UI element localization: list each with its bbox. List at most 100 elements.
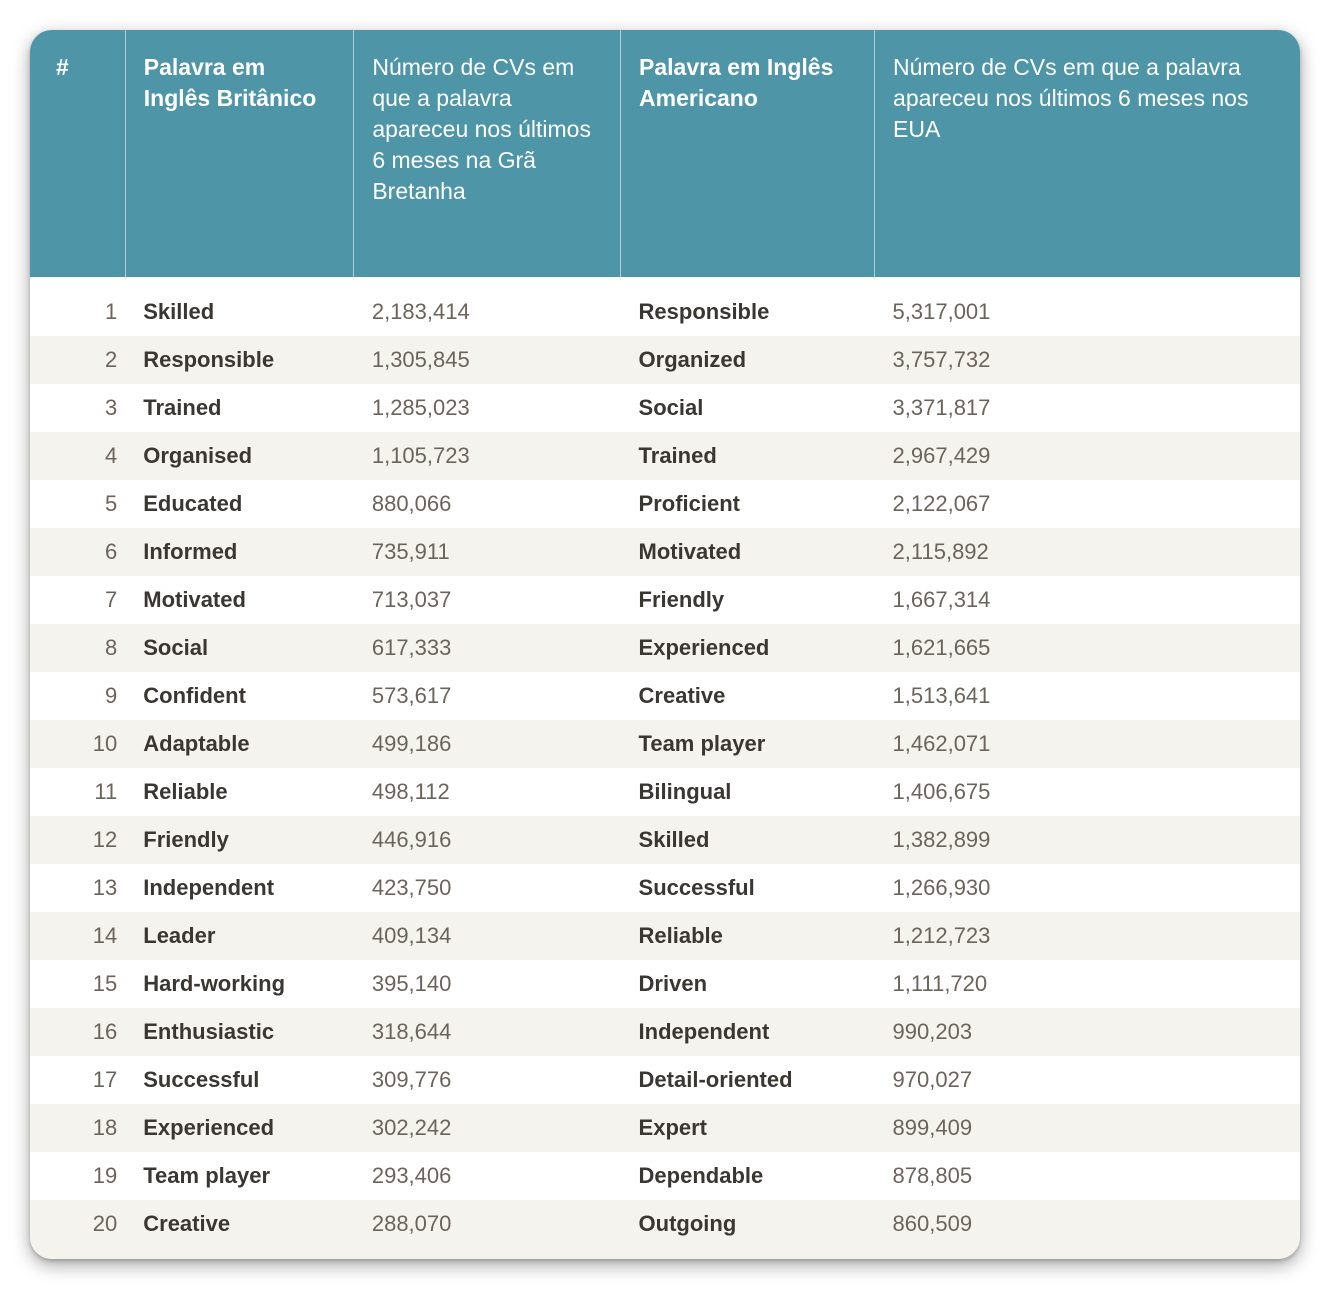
cell-rank: 14 [30, 912, 125, 960]
col-uk-count: Número de CVs em que a palavra apareceu … [354, 30, 621, 277]
cell-uk-word: Friendly [125, 816, 354, 864]
cell-uk-count: 423,750 [354, 864, 621, 912]
cell-us-word: Friendly [621, 576, 875, 624]
cell-us-count: 899,409 [875, 1104, 1300, 1152]
table-row: 14Leader409,134Reliable1,212,723 [30, 912, 1300, 960]
cell-us-count: 860,509 [875, 1200, 1300, 1259]
cv-words-table-card: # Palavra em Inglês Britânico Número de … [30, 30, 1300, 1259]
cell-us-word: Experienced [621, 624, 875, 672]
table-row: 9Confident573,617Creative1,513,641 [30, 672, 1300, 720]
cell-rank: 4 [30, 432, 125, 480]
cell-us-word: Organized [621, 336, 875, 384]
cell-uk-count: 288,070 [354, 1200, 621, 1259]
cell-uk-count: 395,140 [354, 960, 621, 1008]
cell-us-word: Driven [621, 960, 875, 1008]
cell-uk-word: Organised [125, 432, 354, 480]
cell-uk-word: Adaptable [125, 720, 354, 768]
cell-uk-count: 1,105,723 [354, 432, 621, 480]
cell-uk-word: Educated [125, 480, 354, 528]
cell-us-count: 2,967,429 [875, 432, 1300, 480]
cell-rank: 8 [30, 624, 125, 672]
cell-us-word: Motivated [621, 528, 875, 576]
cell-uk-word: Hard-working [125, 960, 354, 1008]
cell-uk-count: 2,183,414 [354, 277, 621, 336]
cell-uk-word: Responsible [125, 336, 354, 384]
cell-uk-count: 713,037 [354, 576, 621, 624]
cell-uk-count: 1,285,023 [354, 384, 621, 432]
cell-rank: 6 [30, 528, 125, 576]
table-row: 20Creative288,070Outgoing860,509 [30, 1200, 1300, 1259]
cell-uk-word: Reliable [125, 768, 354, 816]
cell-uk-count: 293,406 [354, 1152, 621, 1200]
table-row: 17Successful309,776Detail-oriented970,02… [30, 1056, 1300, 1104]
cell-uk-word: Experienced [125, 1104, 354, 1152]
cell-rank: 7 [30, 576, 125, 624]
cell-uk-count: 309,776 [354, 1056, 621, 1104]
cell-uk-word: Informed [125, 528, 354, 576]
cell-us-word: Proficient [621, 480, 875, 528]
cell-us-count: 2,115,892 [875, 528, 1300, 576]
cell-us-word: Reliable [621, 912, 875, 960]
cell-us-word: Independent [621, 1008, 875, 1056]
cell-us-count: 1,513,641 [875, 672, 1300, 720]
table-row: 7Motivated713,037Friendly1,667,314 [30, 576, 1300, 624]
cell-rank: 10 [30, 720, 125, 768]
cell-us-count: 990,203 [875, 1008, 1300, 1056]
cell-rank: 2 [30, 336, 125, 384]
cell-uk-count: 1,305,845 [354, 336, 621, 384]
cell-uk-word: Successful [125, 1056, 354, 1104]
table-row: 8Social617,333Experienced1,621,665 [30, 624, 1300, 672]
cell-rank: 15 [30, 960, 125, 1008]
cell-us-word: Creative [621, 672, 875, 720]
cell-uk-word: Motivated [125, 576, 354, 624]
cell-uk-count: 573,617 [354, 672, 621, 720]
cell-us-word: Expert [621, 1104, 875, 1152]
cell-uk-word: Trained [125, 384, 354, 432]
cell-us-count: 1,621,665 [875, 624, 1300, 672]
table-body: 1Skilled2,183,414Responsible5,317,0012Re… [30, 277, 1300, 1259]
cell-uk-word: Independent [125, 864, 354, 912]
cell-us-word: Dependable [621, 1152, 875, 1200]
cell-rank: 5 [30, 480, 125, 528]
cell-us-count: 5,317,001 [875, 277, 1300, 336]
cv-words-table: # Palavra em Inglês Britânico Número de … [30, 30, 1300, 1259]
cell-us-word: Bilingual [621, 768, 875, 816]
table-row: 11Reliable498,112Bilingual1,406,675 [30, 768, 1300, 816]
cell-us-count: 1,111,720 [875, 960, 1300, 1008]
cell-us-count: 3,757,732 [875, 336, 1300, 384]
table-row: 18Experienced302,242Expert899,409 [30, 1104, 1300, 1152]
col-uk-word: Palavra em Inglês Britânico [125, 30, 354, 277]
cell-us-count: 3,371,817 [875, 384, 1300, 432]
cell-rank: 18 [30, 1104, 125, 1152]
table-row: 12Friendly446,916Skilled1,382,899 [30, 816, 1300, 864]
cell-rank: 20 [30, 1200, 125, 1259]
cell-uk-count: 302,242 [354, 1104, 621, 1152]
cell-us-word: Responsible [621, 277, 875, 336]
col-us-count: Número de CVs em que a palavra apareceu … [875, 30, 1300, 277]
cell-us-word: Trained [621, 432, 875, 480]
cell-us-count: 1,266,930 [875, 864, 1300, 912]
col-rank: # [30, 30, 125, 277]
cell-uk-word: Confident [125, 672, 354, 720]
table-row: 6Informed735,911Motivated2,115,892 [30, 528, 1300, 576]
cell-us-count: 1,667,314 [875, 576, 1300, 624]
cell-rank: 3 [30, 384, 125, 432]
table-row: 3Trained1,285,023Social3,371,817 [30, 384, 1300, 432]
table-row: 5Educated880,066Proficient2,122,067 [30, 480, 1300, 528]
cell-us-word: Skilled [621, 816, 875, 864]
cell-uk-count: 880,066 [354, 480, 621, 528]
cell-uk-word: Creative [125, 1200, 354, 1259]
cell-uk-count: 499,186 [354, 720, 621, 768]
cell-uk-count: 409,134 [354, 912, 621, 960]
table-row: 1Skilled2,183,414Responsible5,317,001 [30, 277, 1300, 336]
cell-us-word: Team player [621, 720, 875, 768]
cell-us-count: 1,212,723 [875, 912, 1300, 960]
cell-rank: 11 [30, 768, 125, 816]
cell-uk-word: Social [125, 624, 354, 672]
cell-rank: 13 [30, 864, 125, 912]
cell-rank: 9 [30, 672, 125, 720]
cell-uk-count: 617,333 [354, 624, 621, 672]
table-row: 16Enthusiastic318,644Independent990,203 [30, 1008, 1300, 1056]
cell-us-count: 878,805 [875, 1152, 1300, 1200]
cell-uk-count: 318,644 [354, 1008, 621, 1056]
